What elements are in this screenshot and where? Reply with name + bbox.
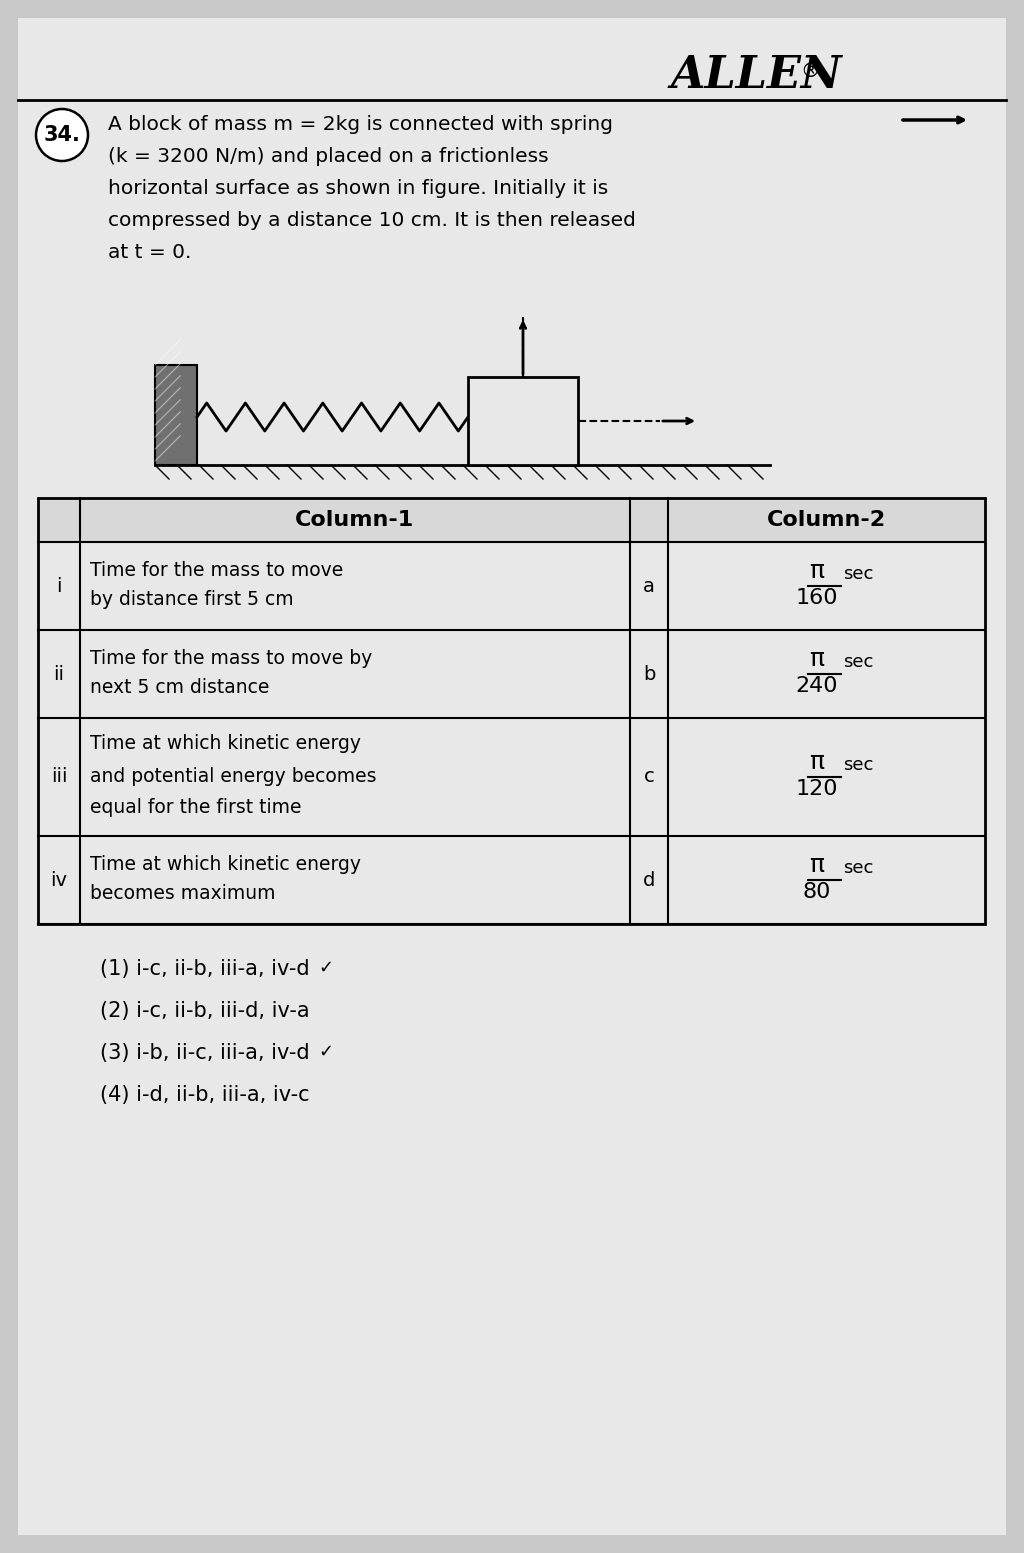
Text: sec: sec [844, 652, 873, 671]
Text: Time for the mass to move: Time for the mass to move [90, 561, 343, 579]
Text: compressed by a distance 10 cm. It is then released: compressed by a distance 10 cm. It is th… [108, 211, 636, 230]
Text: Time for the mass to move by: Time for the mass to move by [90, 649, 373, 668]
Text: d: d [643, 871, 655, 890]
Text: i: i [56, 576, 61, 595]
Bar [38, 631, 985, 717]
Text: ii: ii [53, 665, 65, 683]
Text: π: π [809, 559, 824, 582]
Text: sec: sec [844, 756, 873, 773]
Text: b: b [643, 665, 655, 683]
Bar [468, 377, 578, 464]
Text: (2) i-c, ii-b, iii-d, iv-a: (2) i-c, ii-b, iii-d, iv-a [100, 1002, 309, 1020]
Text: Column-1: Column-1 [295, 509, 415, 530]
Text: π: π [809, 648, 824, 671]
Text: 160: 160 [796, 589, 838, 609]
Text: Time at which kinetic energy: Time at which kinetic energy [90, 854, 361, 874]
Text: (4) i-d, ii-b, iii-a, iv-c: (4) i-d, ii-b, iii-a, iv-c [100, 1086, 309, 1106]
Bar [38, 542, 985, 631]
Text: and potential energy becomes: and potential energy becomes [90, 767, 377, 786]
Text: iii: iii [51, 767, 68, 786]
Bar [38, 717, 985, 836]
Text: ALLEN: ALLEN [670, 53, 842, 96]
Text: (k = 3200 N/m) and placed on a frictionless: (k = 3200 N/m) and placed on a frictionl… [108, 148, 549, 166]
Text: Time at which kinetic energy: Time at which kinetic energy [90, 735, 361, 753]
Bar [38, 499, 985, 542]
Text: ✓: ✓ [318, 1044, 334, 1061]
Text: ®: ® [800, 62, 819, 81]
Bar [38, 836, 985, 924]
Text: by distance first 5 cm: by distance first 5 cm [90, 590, 294, 609]
Text: equal for the first time: equal for the first time [90, 798, 301, 817]
Text: (1) i-c, ii-b, iii-a, iv-d: (1) i-c, ii-b, iii-a, iv-d [100, 960, 309, 978]
Text: 80: 80 [803, 882, 830, 902]
Text: ✓: ✓ [318, 960, 334, 977]
Text: next 5 cm distance: next 5 cm distance [90, 677, 269, 697]
Text: 240: 240 [796, 676, 838, 696]
Text: π: π [809, 750, 824, 773]
Text: horizontal surface as shown in figure. Initially it is: horizontal surface as shown in figure. I… [108, 179, 608, 197]
Circle shape [36, 109, 88, 162]
Text: a: a [643, 576, 655, 595]
Text: iv: iv [50, 871, 68, 890]
Text: 120: 120 [796, 780, 838, 798]
Text: (3) i-b, ii-c, iii-a, iv-d: (3) i-b, ii-c, iii-a, iv-d [100, 1044, 309, 1062]
Text: sec: sec [844, 859, 873, 877]
Text: sec: sec [844, 565, 873, 582]
Text: π: π [809, 853, 824, 877]
Text: A block of mass m = 2kg is connected with spring: A block of mass m = 2kg is connected wit… [108, 115, 613, 134]
Text: Column-2: Column-2 [767, 509, 886, 530]
Text: becomes maximum: becomes maximum [90, 884, 275, 902]
Bar [38, 499, 985, 924]
Text: 34.: 34. [44, 124, 81, 144]
Bar [155, 365, 197, 464]
Text: c: c [644, 767, 654, 786]
Text: at t = 0.: at t = 0. [108, 242, 191, 262]
